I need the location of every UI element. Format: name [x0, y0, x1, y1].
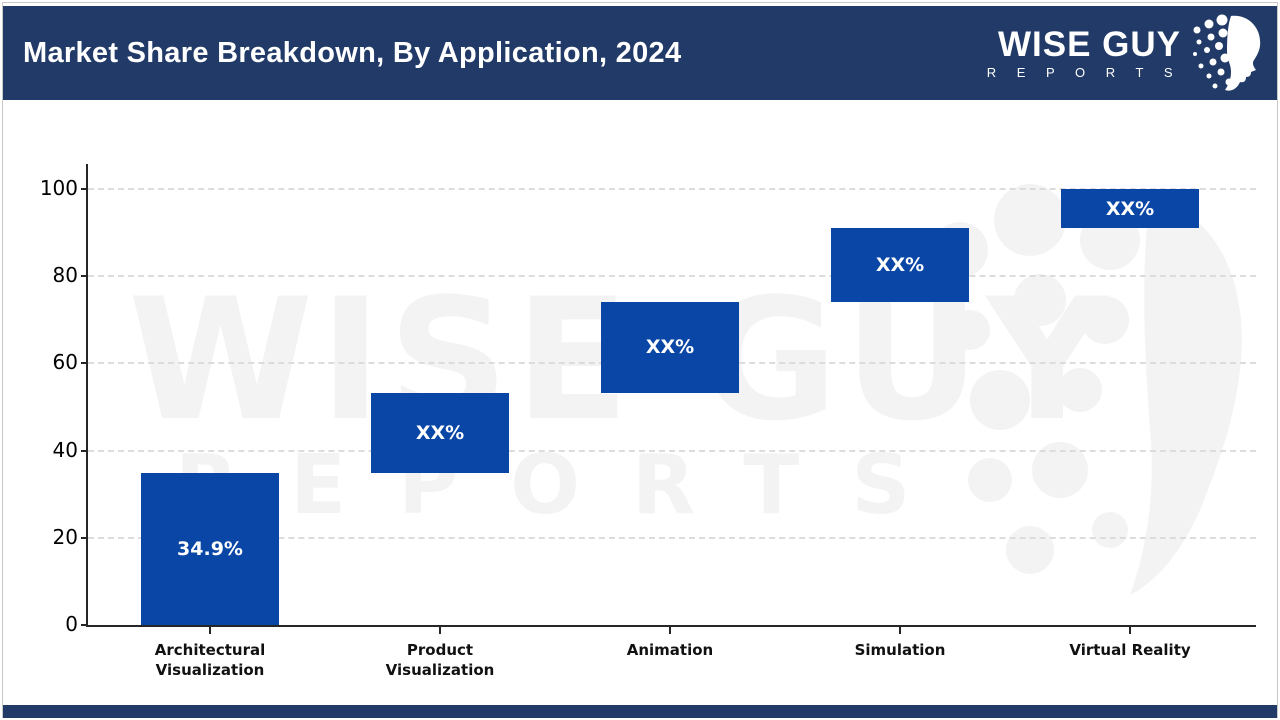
x-axis-tick [209, 627, 211, 634]
waterfall-bar: XX% [831, 228, 969, 302]
y-axis-tick-label: 100 [39, 176, 78, 200]
y-axis-tick-label: 0 [65, 612, 78, 636]
footer-bar [3, 705, 1277, 718]
y-gridline [88, 275, 1256, 278]
y-axis-tick-label: 20 [52, 524, 78, 549]
x-axis-tick [1129, 627, 1131, 634]
header-bar: Market Share Breakdown, By Application, … [3, 6, 1277, 100]
y-axis-tick [81, 449, 88, 452]
x-axis-tick [899, 627, 901, 634]
y-axis-tick-label: 80 [52, 263, 78, 288]
y-axis-tick [81, 275, 88, 278]
brand-subtitle: R E P O R T S [986, 64, 1181, 80]
brand-logo-text: WISE GUY R E P O R T S [986, 24, 1181, 80]
y-axis-tick [81, 362, 88, 365]
x-axis-tick [439, 627, 441, 634]
x-axis-category-label: Virtual Reality [1069, 641, 1191, 659]
bar-value-label: XX% [875, 254, 925, 277]
y-axis-tick-label: 60 [52, 350, 78, 375]
bar-value-label: 34.9% [177, 537, 243, 560]
y-axis-tick [81, 624, 88, 626]
brand-name: WISE GUY [997, 24, 1181, 64]
y-gridline [88, 449, 1256, 452]
face-dots-logo-icon [1193, 14, 1261, 91]
waterfall-bar: XX% [601, 301, 739, 394]
x-axis-category-label: Product Visualization [385, 641, 495, 679]
x-axis-category-label: Simulation [854, 641, 946, 659]
x-axis-category-label: Animation [626, 641, 714, 659]
y-axis-tick-label: 40 [52, 437, 78, 462]
bar-value-label: XX% [645, 336, 695, 359]
waterfall-bar: XX% [1061, 189, 1199, 229]
waterfall-bar: 34.9% [141, 472, 279, 625]
x-axis-category-label: Architectural Visualization [154, 641, 266, 679]
brand-logo: WISE GUY R E P O R T S [987, 12, 1277, 94]
x-axis-line [86, 625, 1256, 627]
bar-value-label: XX% [1105, 197, 1155, 220]
waterfall-bar: XX% [371, 393, 509, 473]
y-gridline [88, 188, 1256, 190]
y-axis-tick [81, 188, 88, 190]
page-title: Market Share Breakdown, By Application, … [23, 36, 682, 69]
x-axis-tick [669, 627, 671, 634]
y-axis-line [86, 164, 88, 627]
y-axis-tick [81, 536, 88, 539]
bar-value-label: XX% [415, 421, 465, 444]
y-gridline [88, 536, 1256, 539]
watermark-line2: REPORTS [175, 438, 963, 533]
